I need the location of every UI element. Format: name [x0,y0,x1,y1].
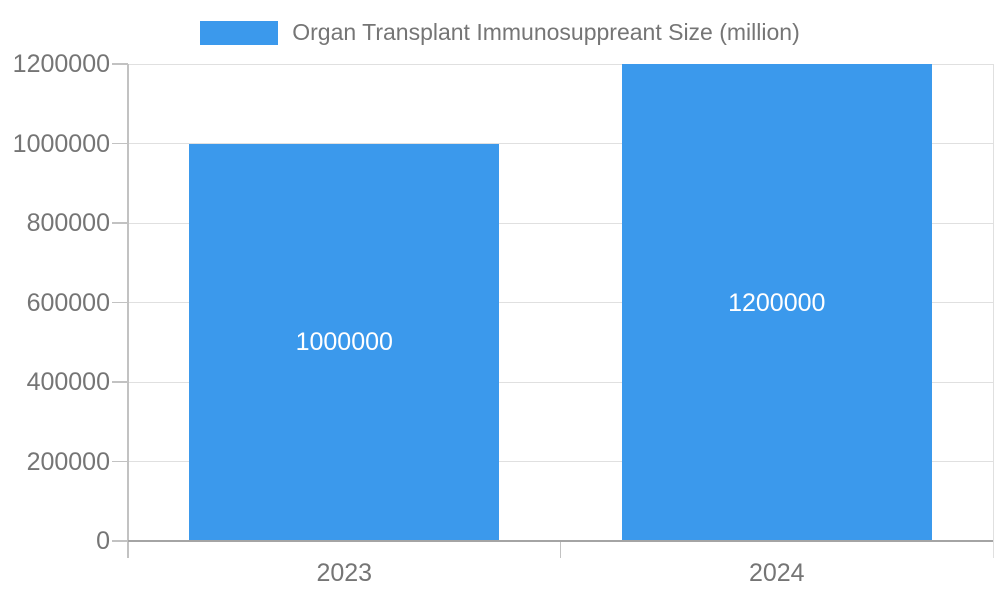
plot-right-border [993,64,994,558]
y-tick [112,63,128,65]
y-tick [112,301,128,304]
y-tick [112,381,128,383]
bar-2024[interactable] [621,64,932,541]
gridline [128,302,993,303]
y-tick [112,460,128,463]
y-tick [112,142,128,145]
bar-2023[interactable] [189,143,500,541]
y-axis-label: 600000 [26,288,110,317]
gridline [128,63,993,65]
gridline [128,222,993,224]
gridline [128,461,993,462]
chart-title: Organ Transplant Immunosuppreant Size (m… [292,19,800,45]
legend-swatch-icon [200,20,279,45]
x-axis-line [128,540,993,542]
x-axis-label: 2024 [748,559,805,587]
y-axis-label: 1200000 [12,50,110,78]
y-axis-label: 1000000 [12,129,110,158]
legend: Organ Transplant Immunosuppreant Size (m… [0,19,1000,46]
gridline [128,381,993,383]
y-axis-label: 0 [96,527,110,555]
y-axis-label: 800000 [26,209,110,237]
x-axis-label: 2023 [316,559,373,587]
y-axis-label: 400000 [26,368,110,396]
y-axis-label: 200000 [26,447,110,476]
bar-value-label: 1000000 [295,328,393,357]
x-tick [559,541,562,558]
bar-value-label: 1200000 [728,288,826,317]
gridline [128,143,993,144]
y-axis-line [127,64,129,558]
y-tick [112,540,128,542]
y-tick [112,222,128,224]
